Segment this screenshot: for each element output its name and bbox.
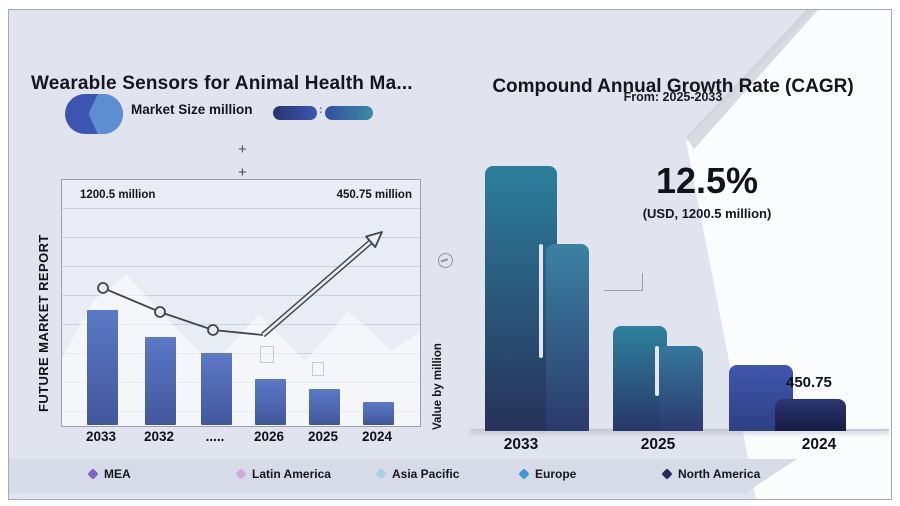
faint-watermark-icon xyxy=(312,362,324,376)
legend-diamond-icon xyxy=(518,468,530,480)
infographic-canvas: Wearable Sensors for Animal Health Ma...… xyxy=(8,9,892,500)
bar-2032 xyxy=(145,337,176,425)
cagr-bar-2025-b xyxy=(659,346,703,431)
legend-item-north-america: North America xyxy=(661,467,761,481)
legend-label: MEA xyxy=(104,467,131,481)
bar-pair-gap xyxy=(655,346,659,396)
legend-item-europe: Europe xyxy=(518,467,577,481)
x-label-.....: ..... xyxy=(205,429,225,444)
database-cylinder-icon xyxy=(65,94,123,134)
future-market-report-watermark: FUTURE MARKET REPORT xyxy=(36,234,51,412)
legend-label: Latin America xyxy=(252,467,331,481)
legend-diamond-icon xyxy=(87,468,99,480)
corner-line-mark xyxy=(604,273,643,291)
legend-item-asia-pacific: Asia Pacific xyxy=(375,467,460,481)
bar-2026 xyxy=(255,379,286,425)
legend-diamond-icon xyxy=(235,468,247,480)
x-label-2032: 2032 xyxy=(143,429,175,444)
legend-label: Europe xyxy=(535,467,577,481)
cagr-detail: (USD, 1200.5 million) xyxy=(642,206,772,221)
bar-value-annotation: 450.75 xyxy=(786,374,832,391)
ratio-pill-dark-icon xyxy=(273,106,317,120)
cagr-title: Compound Annual Growth Rate (CAGR) xyxy=(492,75,854,97)
legend-diamond-icon xyxy=(375,468,387,480)
plus-mark-icon: + xyxy=(238,164,247,181)
x-label-2024: 2024 xyxy=(801,436,837,453)
market-size-legend-label: Market Size million xyxy=(131,102,253,117)
bar-2025 xyxy=(309,389,340,425)
plus-mark-icon: + xyxy=(238,141,247,158)
x-label-2033: 2033 xyxy=(503,436,539,453)
ratio-pill-teal-icon xyxy=(325,106,373,120)
cagr-value: 12.5% xyxy=(655,160,759,201)
legend-label: North America xyxy=(678,467,761,481)
value-axis-label: Value by million xyxy=(432,343,444,430)
trend-line-arrow xyxy=(97,231,383,338)
cagr-bar-2033-b xyxy=(546,244,589,431)
market-size-chart-panel: 1200.5 million 450.75 million xyxy=(61,179,421,427)
legend-item-latin-america: Latin America xyxy=(235,467,331,481)
x-label-2024: 2024 xyxy=(361,429,393,444)
end-value-annotation: 450.75 million xyxy=(336,189,412,201)
legend-label: Asia Pacific xyxy=(392,467,460,481)
start-value-annotation: 1200.5 million xyxy=(80,189,156,201)
x-label-2025: 2025 xyxy=(307,429,339,444)
x-label-2033: 2033 xyxy=(85,429,117,444)
cagr-subtitle: From: 2025-2033 xyxy=(623,90,723,104)
legend-item-mea: MEA xyxy=(87,467,131,481)
cagr-bar-2033-a xyxy=(485,166,557,431)
x-label-2025: 2025 xyxy=(640,436,676,453)
x-label-2026: 2026 xyxy=(253,429,285,444)
faint-watermark-icon xyxy=(260,346,274,363)
legend-diamond-icon xyxy=(661,468,673,480)
bar-pair-gap xyxy=(539,244,543,358)
bar-2024 xyxy=(363,402,394,425)
minus-circle-icon xyxy=(436,251,455,270)
bar-2033 xyxy=(87,310,118,425)
cagr-bar-2024-b xyxy=(775,399,846,431)
left-chart-title: Wearable Sensors for Animal Health Ma... xyxy=(31,72,413,94)
ratio-separator: : xyxy=(319,104,323,116)
bar-..... xyxy=(201,353,232,425)
